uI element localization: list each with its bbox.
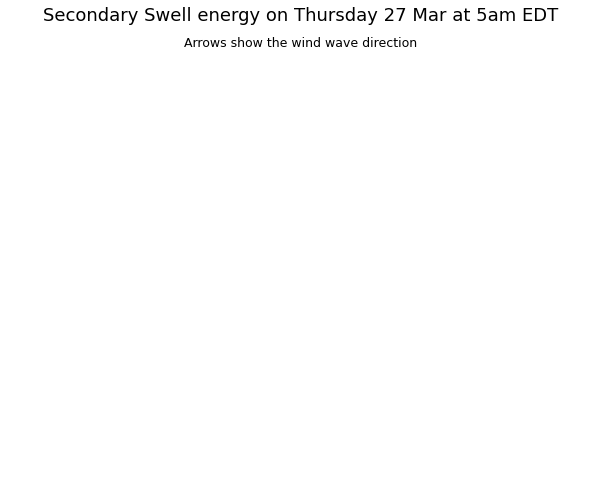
Text: Arrows show the wind wave direction: Arrows show the wind wave direction (184, 37, 417, 50)
Text: Secondary Swell energy on Thursday 27 Mar at 5am EDT: Secondary Swell energy on Thursday 27 Ma… (43, 7, 558, 25)
